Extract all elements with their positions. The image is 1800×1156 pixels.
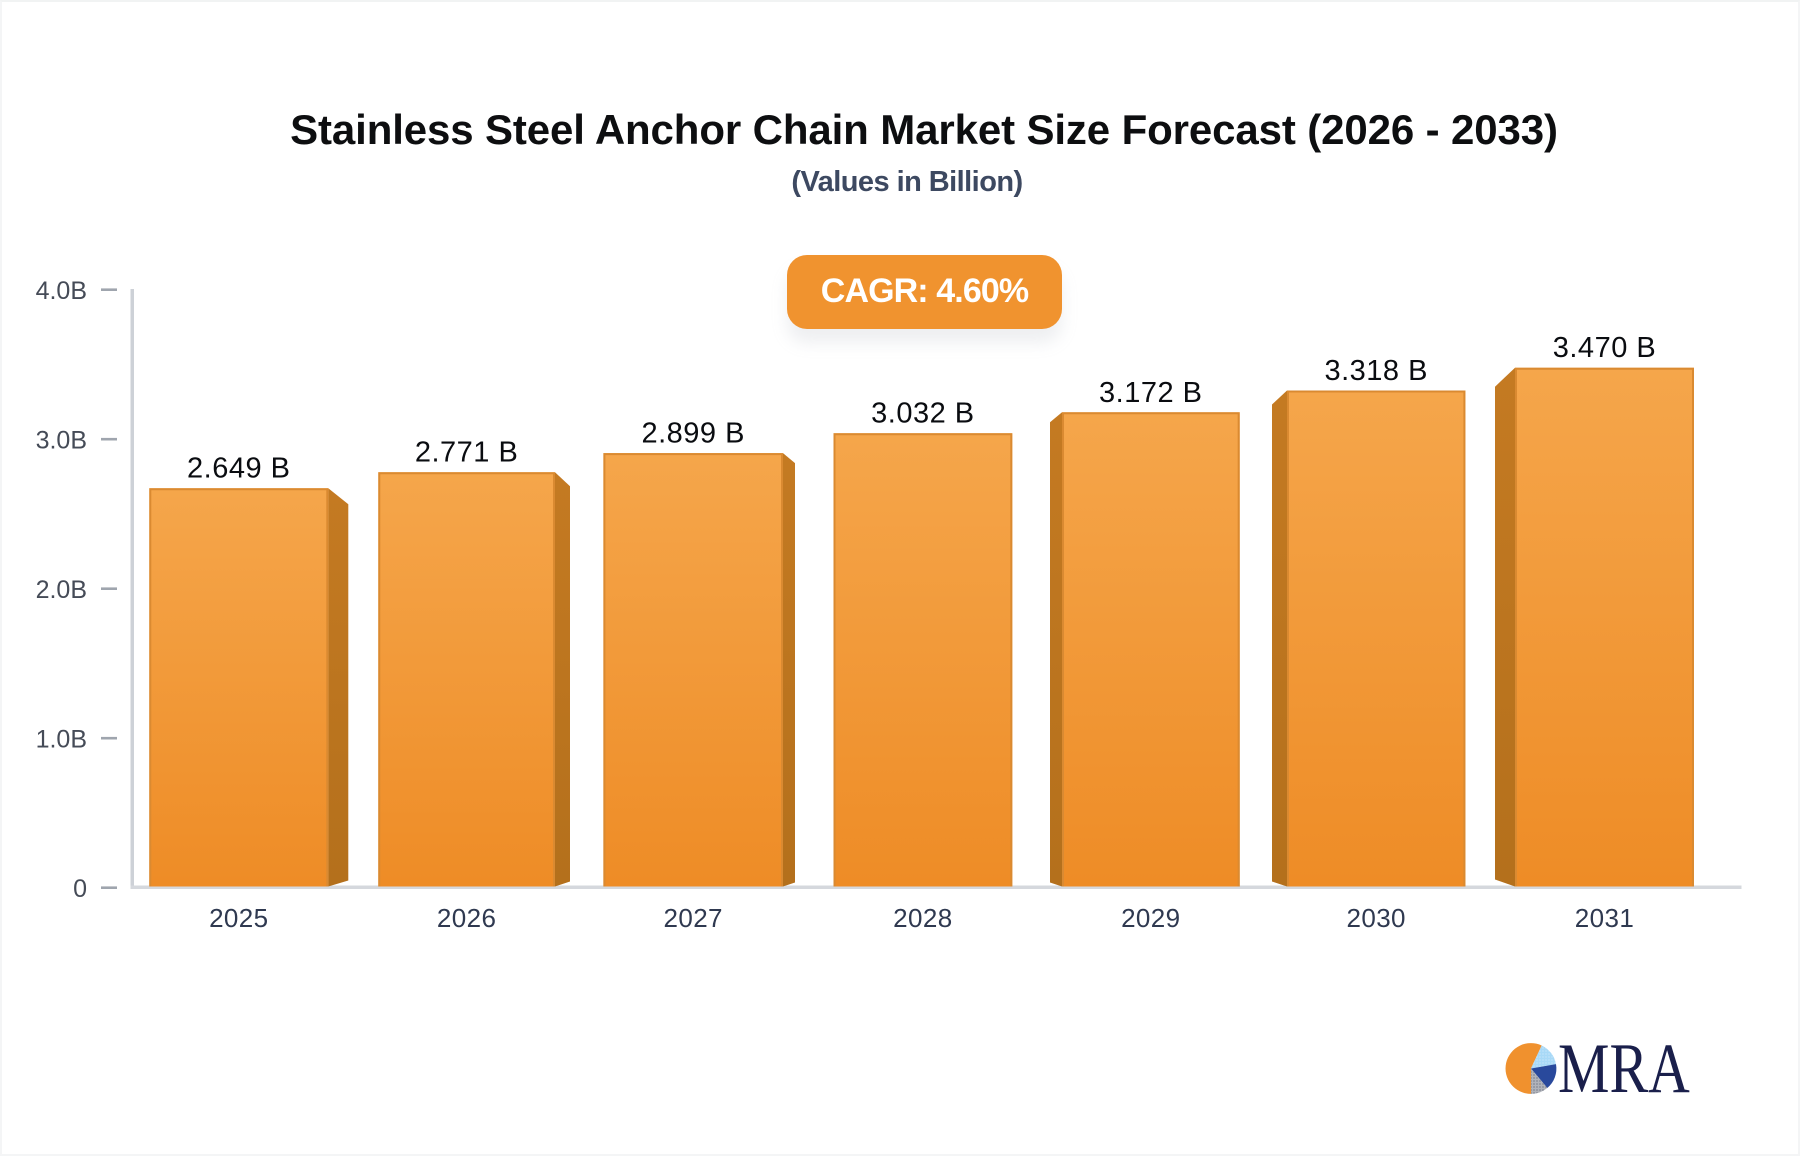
svg-text:4.0B: 4.0B [36, 277, 87, 305]
svg-text:2.771 B: 2.771 B [415, 437, 518, 469]
svg-text:3.470 B: 3.470 B [1553, 332, 1656, 364]
svg-text:0: 0 [73, 875, 87, 903]
svg-text:2025: 2025 [209, 903, 268, 933]
svg-text:2030: 2030 [1346, 903, 1405, 933]
svg-text:2.0B: 2.0B [36, 576, 87, 604]
svg-text:MRA: MRA [1558, 1030, 1690, 1109]
svg-text:1.0B: 1.0B [36, 725, 87, 753]
svg-text:2.649 B: 2.649 B [187, 453, 290, 485]
svg-text:2026: 2026 [437, 903, 496, 933]
svg-text:3.0B: 3.0B [36, 426, 87, 454]
svg-text:2.899 B: 2.899 B [641, 418, 744, 450]
svg-text:3.032 B: 3.032 B [871, 398, 974, 430]
svg-text:2028: 2028 [893, 903, 952, 933]
svg-text:2027: 2027 [663, 903, 722, 933]
svg-text:2031: 2031 [1575, 903, 1634, 933]
svg-text:3.318 B: 3.318 B [1324, 355, 1427, 387]
svg-text:3.172 B: 3.172 B [1099, 377, 1202, 409]
svg-text:2029: 2029 [1121, 903, 1180, 933]
